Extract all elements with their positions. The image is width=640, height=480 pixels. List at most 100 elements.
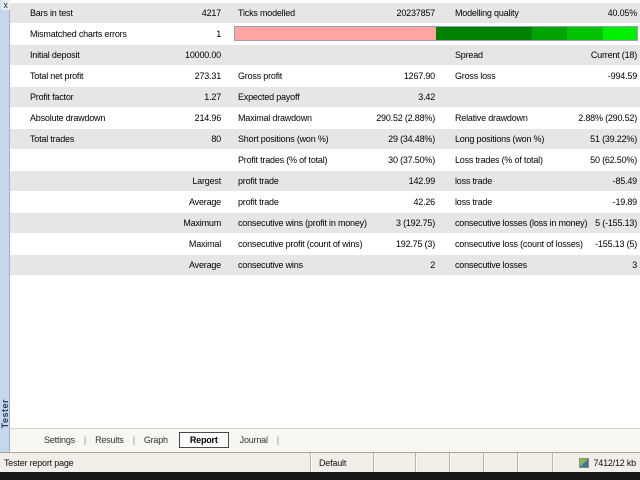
stat-label: consecutive wins (profit in money) bbox=[238, 218, 367, 228]
quality-dark-green bbox=[436, 27, 533, 40]
stat-label: Profit factor bbox=[30, 92, 74, 102]
panel-edge: x Tester bbox=[0, 0, 10, 452]
stat-value: 290.52 (2.88%) bbox=[376, 113, 435, 123]
traffic-amount: 7412/12 kb bbox=[593, 457, 636, 468]
stat-label: loss trade bbox=[455, 176, 493, 186]
stat-label: Bars in test bbox=[30, 8, 73, 18]
report-row: Bars in test 4217 Ticks modelled 20237857 Mo… bbox=[10, 3, 640, 24]
status-bar: Tester report page Default 7412/12 kb bbox=[0, 452, 640, 472]
status-cell-empty bbox=[449, 453, 483, 472]
stat-value: 51 (39.22%) bbox=[590, 134, 637, 144]
tab-report[interactable]: Report bbox=[178, 432, 229, 448]
stat-label: Mismatched charts errors bbox=[30, 29, 127, 39]
stat-value: -19.89 bbox=[612, 197, 638, 207]
stat-value: -994.59 bbox=[607, 71, 637, 81]
report-row: Initial deposit 10000.00 Spread Current (18… bbox=[10, 45, 640, 66]
tab-results[interactable]: Results bbox=[95, 435, 124, 445]
stat-value: 214.96 bbox=[194, 113, 222, 123]
stat-value: Average bbox=[189, 260, 221, 270]
stat-label: Initial deposit bbox=[30, 50, 80, 60]
stat-label: profit trade bbox=[238, 197, 279, 207]
report-row: Average consecutive wins 2 consecutive loss… bbox=[10, 255, 640, 276]
stat-value: 10000.00 bbox=[185, 50, 221, 60]
status-cell-empty bbox=[415, 453, 449, 472]
quality-green-2 bbox=[532, 27, 567, 40]
stat-label: consecutive losses bbox=[455, 260, 527, 270]
status-cell-empty bbox=[373, 453, 415, 472]
stat-label: consecutive loss (count of losses) bbox=[455, 239, 583, 249]
panel-title: Tester bbox=[0, 398, 10, 428]
stat-value: 4217 bbox=[201, 8, 221, 18]
stat-value: Maximum bbox=[183, 218, 221, 228]
stat-value: -155.13 (5) bbox=[595, 239, 637, 249]
stat-value: 3 bbox=[632, 260, 637, 270]
mismatched-span bbox=[235, 27, 436, 40]
stat-label: Ticks modelled bbox=[238, 8, 295, 18]
report-row: Profit trades (% of total) 30 (37.50%) Los… bbox=[10, 150, 640, 171]
stat-label: Gross loss bbox=[455, 71, 496, 81]
report-row: Total net profit 273.31 Gross profit 1267.9… bbox=[10, 66, 640, 87]
stat-label: Total trades bbox=[30, 134, 75, 144]
stat-label: consecutive losses (loss in money) bbox=[455, 218, 588, 228]
stat-label: Long positions (won %) bbox=[455, 134, 545, 144]
tab-separator: | bbox=[132, 435, 135, 445]
report-row: Total trades 80 Short positions (won %) 29 … bbox=[10, 129, 640, 150]
status-cell-empty bbox=[517, 453, 552, 472]
stat-value: 80 bbox=[211, 134, 221, 144]
report-row: Average profit trade 42.26 loss trade -19.89 bbox=[10, 192, 640, 213]
bottom-edge bbox=[0, 472, 640, 480]
stat-value: 29 (34.48%) bbox=[388, 134, 435, 144]
stat-label: consecutive wins bbox=[238, 260, 303, 270]
stat-value: Largest bbox=[192, 176, 221, 186]
stat-label bbox=[10, 171, 130, 191]
stat-value bbox=[375, 45, 435, 65]
report-row: Mismatched charts errors 1 bbox=[10, 24, 640, 45]
report-row: Profit factor 1.27 Expected payoff 3.42 bbox=[10, 87, 640, 108]
stat-label bbox=[225, 45, 375, 65]
stat-value: 1 bbox=[216, 29, 221, 39]
tab-graph[interactable]: Graph bbox=[143, 435, 168, 445]
stat-label: Maximal drawdown bbox=[238, 113, 312, 123]
connection-traffic-icon bbox=[579, 457, 590, 468]
tab-settings[interactable]: Settings bbox=[44, 435, 75, 445]
stat-value: 142.99 bbox=[408, 176, 436, 186]
stat-label: profit trade bbox=[238, 176, 279, 186]
tab-journal[interactable]: Journal bbox=[239, 435, 268, 445]
stat-value: Average bbox=[189, 197, 221, 207]
quality-green-3 bbox=[566, 27, 603, 40]
tab-separator: | bbox=[276, 435, 279, 445]
stat-label: Absolute drawdown bbox=[30, 113, 106, 123]
stat-value: Current (18) bbox=[590, 50, 637, 60]
stat-value: 20237857 bbox=[396, 8, 436, 18]
stat-value: 2 bbox=[430, 260, 435, 270]
stat-value: 192.75 (3) bbox=[395, 239, 435, 249]
stat-value: 50 (62.50%) bbox=[590, 155, 637, 165]
status-cell-empty bbox=[483, 453, 517, 472]
modelling-quality-bar bbox=[234, 26, 638, 41]
stat-label: Modelling quality bbox=[455, 8, 519, 18]
stat-value: 1267.90 bbox=[403, 71, 435, 81]
stat-label: Gross profit bbox=[238, 71, 283, 81]
status-profile[interactable]: Default bbox=[310, 453, 373, 472]
stat-value: 42.26 bbox=[413, 197, 435, 207]
close-icon[interactable]: x bbox=[1, 0, 10, 10]
tab-bar: Settings | Results | Graph Report Journal | bbox=[10, 428, 640, 451]
stat-value: 2.88% (290.52) bbox=[578, 113, 637, 123]
stat-label: Total net profit bbox=[30, 71, 84, 81]
stat-value: 40.05% bbox=[607, 8, 638, 18]
stat-label bbox=[10, 234, 130, 254]
stat-label bbox=[10, 213, 130, 233]
stat-value bbox=[130, 150, 225, 170]
status-traffic: 7412/12 kb bbox=[552, 453, 640, 472]
stat-label: consecutive profit (count of wins) bbox=[238, 239, 363, 249]
stat-label: Expected payoff bbox=[238, 92, 300, 102]
stat-label: Relative drawdown bbox=[455, 113, 528, 123]
report-row: Maximal consecutive profit (count of wins… bbox=[10, 234, 640, 255]
stat-value: Maximal bbox=[188, 239, 221, 249]
stat-value: 30 (37.50%) bbox=[388, 155, 435, 165]
stat-label: Spread bbox=[455, 50, 483, 60]
stat-label: Short positions (won %) bbox=[238, 134, 329, 144]
stat-label: Loss trades (% of total) bbox=[455, 155, 543, 165]
stat-value: 1.27 bbox=[204, 92, 221, 102]
tab-separator: | bbox=[83, 435, 87, 445]
